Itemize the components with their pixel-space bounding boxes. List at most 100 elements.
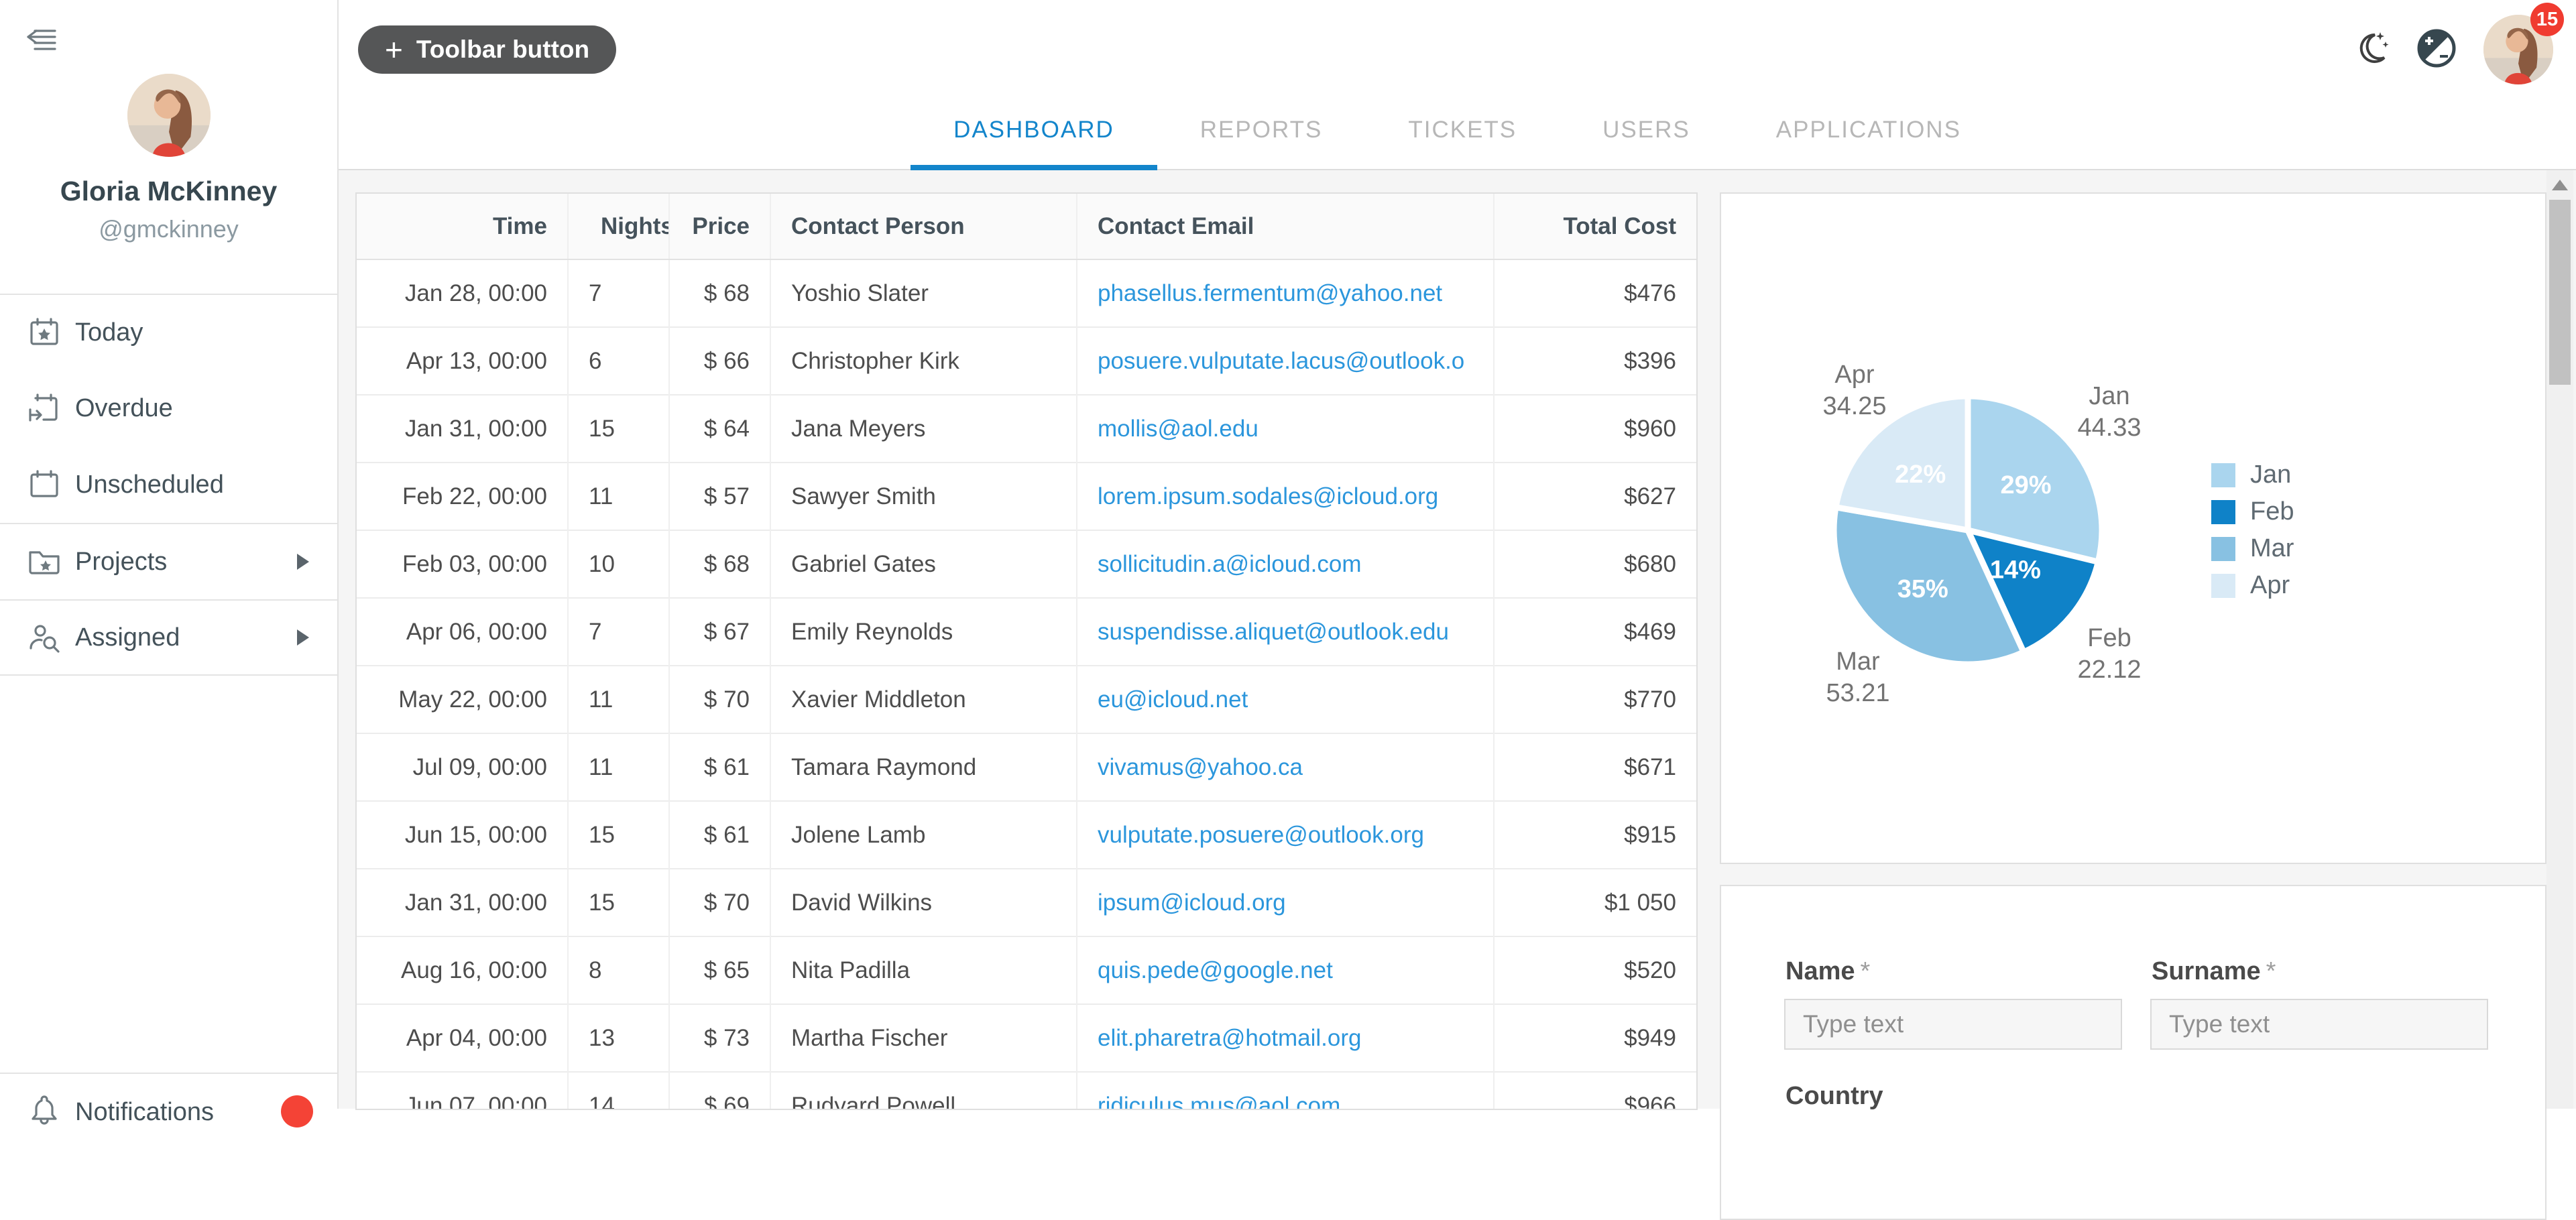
legend-swatch-icon	[2211, 573, 2235, 598]
email-link[interactable]: sollicitudin.a@icloud.com	[1098, 550, 1362, 577]
bell-icon	[25, 1091, 63, 1129]
cell-price: $ 61	[668, 800, 770, 869]
cell-person: Sawyer Smith	[770, 462, 1077, 530]
cell-email: eu@icloud.net	[1076, 665, 1494, 733]
pie-percent-label: 29%	[2000, 471, 2051, 499]
legend-item-apr[interactable]: Apr	[2211, 567, 2294, 604]
surname-field[interactable]	[2150, 999, 2488, 1050]
email-link[interactable]: mollis@aol.edu	[1098, 415, 1258, 442]
scroll-up-arrow-icon[interactable]	[2552, 180, 2568, 190]
email-link[interactable]: posuere.vulputate.lacus@outlook.o	[1098, 347, 1465, 374]
tab-applications[interactable]: APPLICATIONS	[1775, 117, 1961, 143]
notification-count-badge: 15	[2530, 3, 2564, 36]
avatar[interactable]	[127, 74, 211, 157]
table-row[interactable]: Apr 04, 00:00 13 $ 73 Martha Fischer elit.ph…	[357, 1003, 1696, 1072]
tab-users[interactable]: USERS	[1602, 117, 1690, 143]
pie-slice-jan[interactable]	[1965, 393, 2105, 565]
sidebar-item-notifications[interactable]: Notifications	[0, 1073, 337, 1149]
pie-slice-mar[interactable]	[1830, 504, 2027, 668]
sidebar-item-label: Assigned	[75, 623, 180, 652]
cell-person: Christopher Kirk	[770, 326, 1077, 395]
legend-label: Apr	[2250, 571, 2290, 599]
legend-label: Feb	[2250, 497, 2294, 526]
user-search-icon	[25, 619, 63, 656]
name-field[interactable]	[1784, 999, 2122, 1050]
theme-contrast-toggle[interactable]	[2412, 24, 2461, 72]
required-marker: *	[1860, 957, 1871, 985]
legend-label: Jan	[2250, 461, 2292, 489]
tab-bar: DASHBOARD REPORTS TICKETS USERS APPLICAT…	[339, 95, 2576, 170]
sidebar-item-today[interactable]: Today	[0, 294, 337, 370]
table-row[interactable]: Feb 03, 00:00 10 $ 68 Gabriel Gates sollicit…	[357, 530, 1696, 598]
sidebar-item-overdue[interactable]: Overdue	[0, 370, 337, 446]
email-link[interactable]: suspendisse.aliquet@outlook.edu	[1098, 618, 1449, 645]
tab-tickets[interactable]: TICKETS	[1408, 117, 1517, 143]
column-header-email: Contact Email	[1076, 194, 1494, 260]
pie-slice-apr[interactable]	[1832, 393, 1971, 534]
tab-reports[interactable]: REPORTS	[1199, 117, 1323, 143]
sidebar-item-unscheduled[interactable]: Unscheduled	[0, 446, 337, 523]
table-row[interactable]: Feb 22, 00:00 11 $ 57 Sawyer Smith lorem.ips…	[357, 462, 1696, 530]
calendar-blank-icon	[25, 466, 63, 503]
user-profile: Gloria McKinney @gmckinney	[0, 74, 337, 243]
table-row[interactable]: Jan 31, 00:00 15 $ 64 Jana Meyers mollis@aol…	[357, 394, 1696, 463]
toolbar-button[interactable]: + Toolbar button	[358, 25, 617, 74]
cell-nights: 7	[567, 597, 669, 666]
email-link[interactable]: quis.pede@google.net	[1098, 957, 1333, 983]
email-link[interactable]: elit.pharetra@hotmail.org	[1098, 1024, 1362, 1051]
cell-price: $ 69	[668, 1071, 770, 1109]
cell-time: Jun 15, 00:00	[357, 800, 568, 869]
table-row[interactable]: Jul 09, 00:00 11 $ 61 Tamara Raymond vivamus…	[357, 733, 1696, 801]
sidebar-item-assigned[interactable]: Assigned	[0, 599, 337, 676]
legend-label: Mar	[2250, 534, 2294, 562]
calendar-star-icon	[25, 314, 63, 351]
email-link[interactable]: vivamus@yahoo.ca	[1098, 753, 1303, 780]
email-link[interactable]: phasellus.fermentum@yahoo.net	[1098, 280, 1443, 306]
table-row[interactable]: Jan 28, 00:00 7 $ 68 Yoshio Slater phasellus…	[357, 259, 1696, 327]
legend-item-jan[interactable]: Jan	[2211, 456, 2294, 493]
bookings-table-card: Time Nights Price Contact Person Contact Ema…	[355, 192, 1698, 1110]
cell-total: $671	[1493, 733, 1696, 801]
pie-chart: 29% 14% 35% 22%	[1830, 393, 2105, 668]
cell-person: Tamara Raymond	[770, 733, 1077, 801]
cell-total: $680	[1493, 530, 1696, 598]
legend-swatch-icon	[2211, 536, 2235, 561]
table-row[interactable]: Apr 06, 00:00 7 $ 67 Emily Reynolds suspendi…	[357, 597, 1696, 666]
cell-total: $627	[1493, 462, 1696, 530]
collapse-sidebar-button[interactable]	[20, 20, 63, 63]
table-row[interactable]: Jan 31, 00:00 15 $ 70 David Wilkins ipsum@ic…	[357, 868, 1696, 936]
cell-time: Jun 07, 00:00	[357, 1071, 568, 1109]
dark-mode-toggle[interactable]	[2348, 24, 2396, 72]
table-row[interactable]: Apr 13, 00:00 6 $ 66 Christopher Kirk posuer…	[357, 326, 1696, 395]
column-header-nights: Nights	[567, 194, 669, 260]
cell-email: phasellus.fermentum@yahoo.net	[1076, 259, 1494, 327]
table-row[interactable]: Jun 15, 00:00 15 $ 61 Jolene Lamb vulputate.…	[357, 800, 1696, 869]
topbar: + Toolbar button 15	[339, 0, 2576, 170]
cell-email: posuere.vulputate.lacus@outlook.o	[1076, 326, 1494, 395]
pie-callout-mar: Mar 53.21	[1826, 648, 1890, 707]
pie-callout-apr: Apr 34.25	[1822, 361, 1887, 420]
pie-percent-label: 14%	[1990, 556, 2041, 585]
cell-nights: 15	[567, 394, 669, 463]
legend-item-feb[interactable]: Feb	[2211, 493, 2294, 530]
sidebar-item-projects[interactable]: Projects	[0, 523, 337, 599]
email-link[interactable]: ipsum@icloud.org	[1098, 889, 1286, 916]
sidebar-item-label: Overdue	[75, 393, 173, 422]
table-row[interactable]: Jun 07, 00:00 14 $ 69 Rudyard Powell ridicul…	[357, 1071, 1696, 1110]
scrollbar-thumb[interactable]	[2549, 200, 2571, 385]
avatar-button[interactable]	[2483, 15, 2553, 84]
legend-item-mar[interactable]: Mar	[2211, 530, 2294, 567]
email-link[interactable]: lorem.ipsum.sodales@icloud.org	[1098, 483, 1439, 509]
contrast-icon	[2417, 29, 2456, 68]
tab-dashboard[interactable]: DASHBOARD	[911, 95, 1157, 170]
table-row[interactable]: Aug 16, 00:00 8 $ 65 Nita Padilla quis.pede@…	[357, 936, 1696, 1004]
table-row[interactable]: May 22, 00:00 11 $ 70 Xavier Middleton eu@ic…	[357, 665, 1696, 733]
email-link[interactable]: vulputate.posuere@outlook.org	[1098, 821, 1424, 848]
email-link[interactable]: eu@icloud.net	[1098, 686, 1248, 713]
cell-email: suspendisse.aliquet@outlook.edu	[1076, 597, 1494, 666]
pie-slice-feb[interactable]	[1965, 527, 2101, 656]
email-link[interactable]: ridiculus.mus@aol.com	[1098, 1093, 1341, 1110]
name-label: Name *	[1785, 957, 1871, 985]
surname-label: Surname *	[2152, 957, 2276, 985]
sidebar-item-label: Notifications	[75, 1098, 214, 1126]
